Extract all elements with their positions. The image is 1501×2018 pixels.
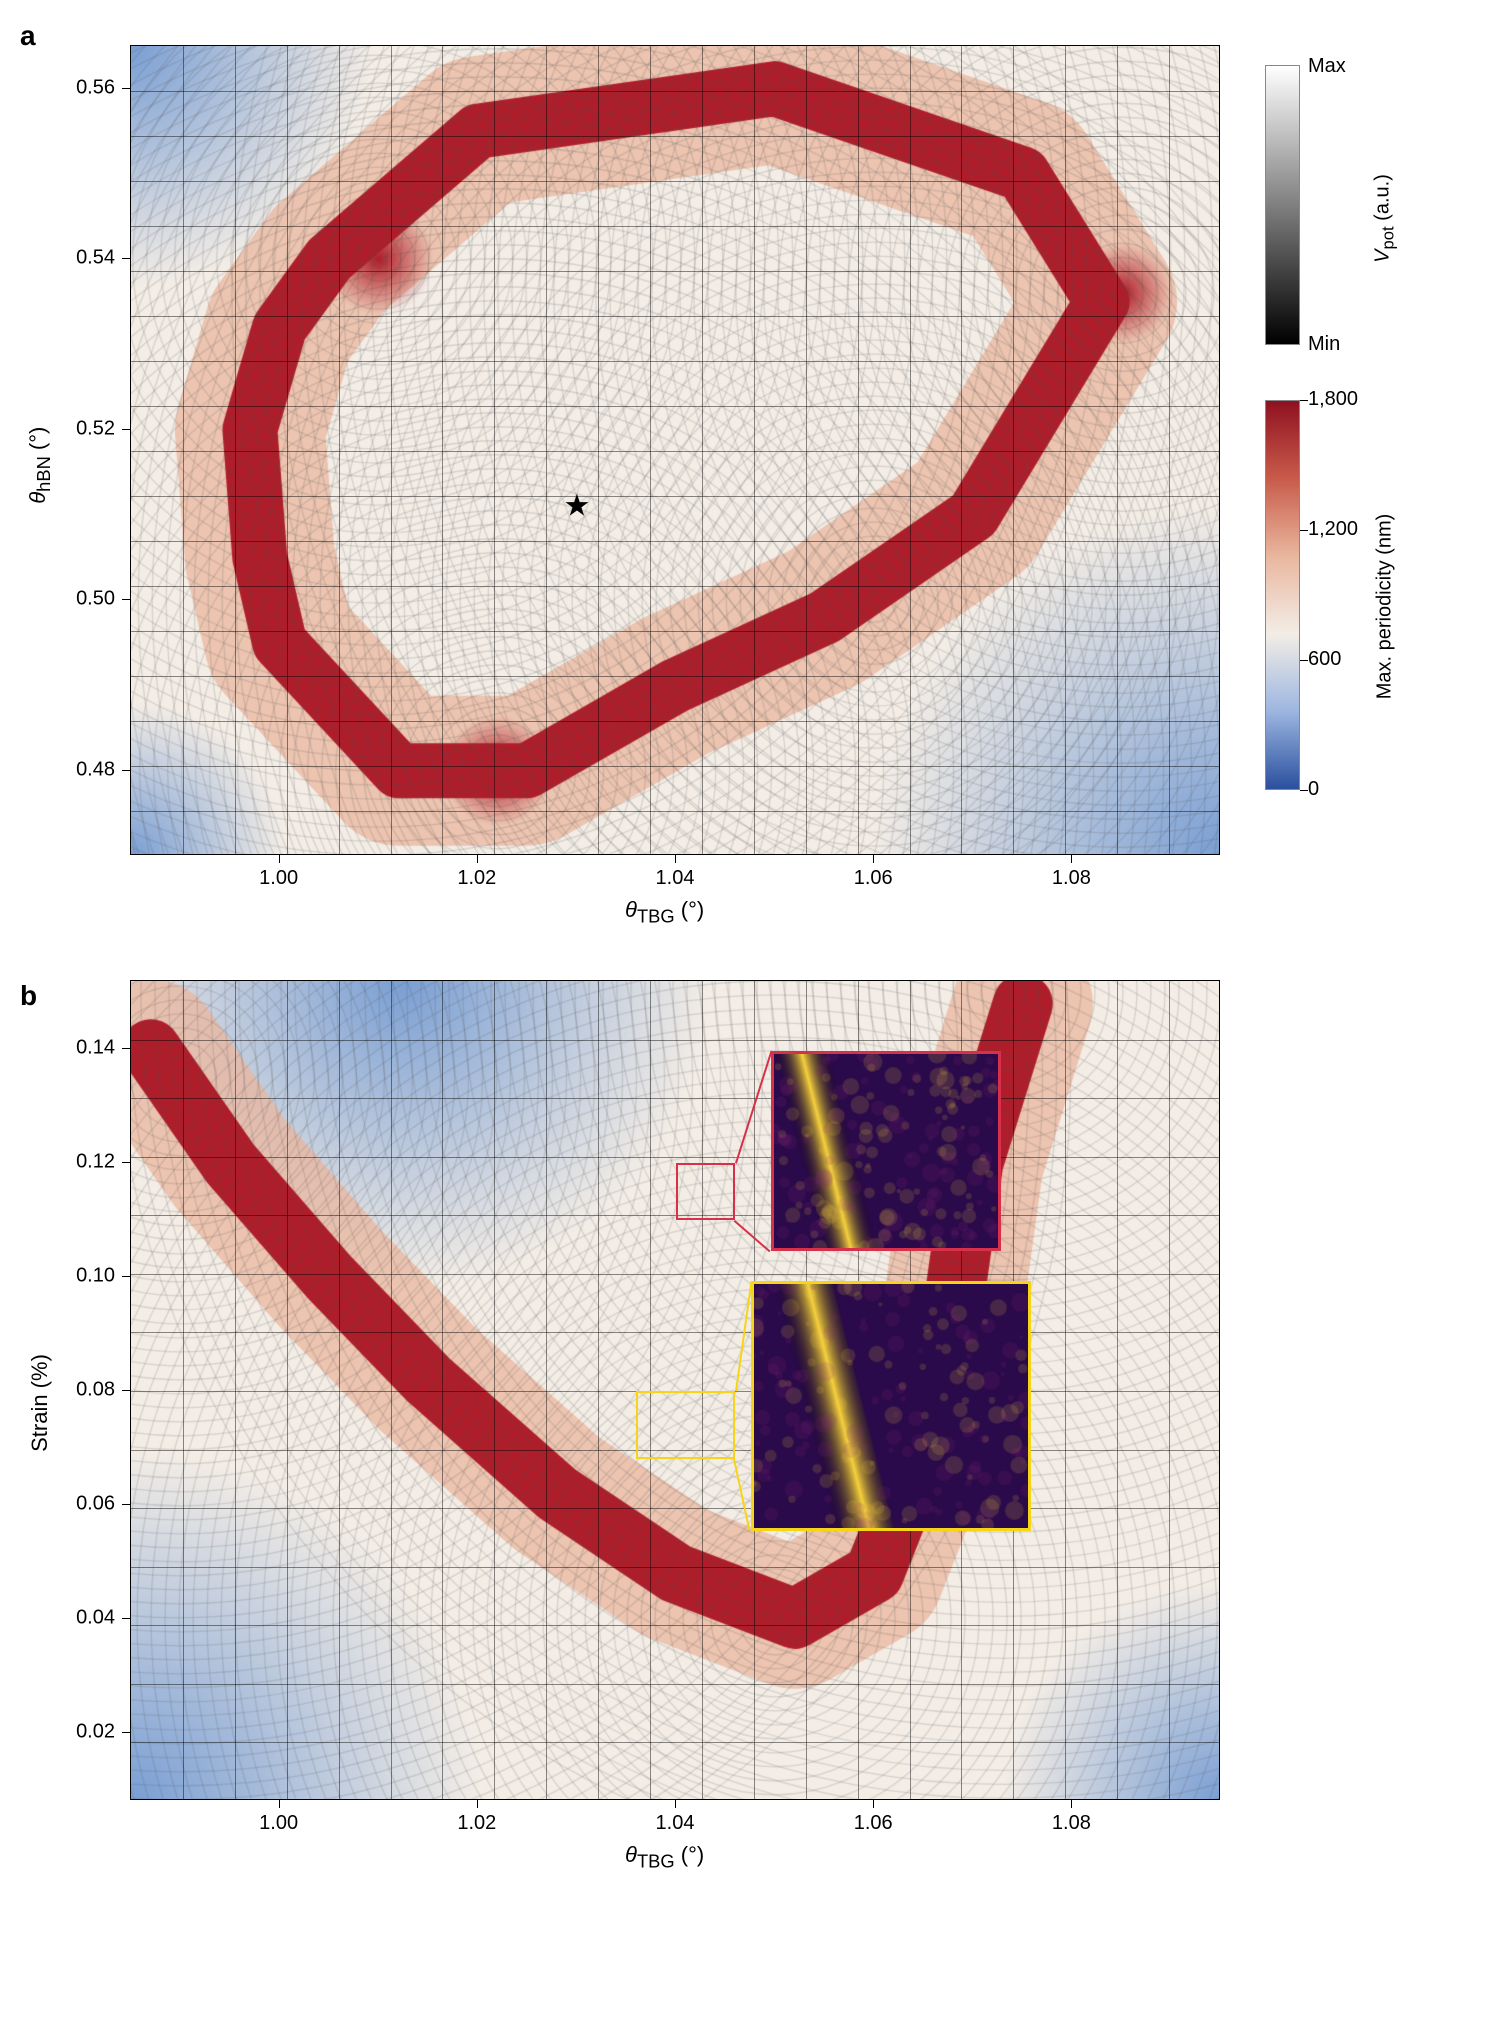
y-tick-mark — [122, 1276, 130, 1277]
x-tick-label: 1.00 — [259, 867, 298, 890]
x-tick-mark — [477, 1800, 478, 1808]
x-tick-label: 1.02 — [457, 867, 496, 890]
y-tick-mark — [122, 88, 130, 89]
periodicity-tick-mark — [1300, 790, 1308, 791]
periodicity-colorbar — [1265, 400, 1300, 790]
grid-overlay — [131, 46, 1219, 854]
y-tick-label: 0.52 — [60, 417, 115, 440]
vpot-colorbar-label: Vpot (a.u.) — [1372, 174, 1399, 263]
inset_red-inset — [771, 1051, 1001, 1251]
x-tick-label: 1.06 — [854, 867, 893, 890]
periodicity-tick: 1,800 — [1308, 388, 1358, 411]
periodicity-tick-mark — [1300, 530, 1308, 531]
y-tick-label: 0.54 — [60, 247, 115, 270]
periodicity-tick-mark — [1300, 400, 1308, 401]
x-tick-mark — [279, 855, 280, 863]
periodicity-tick: 1,200 — [1308, 518, 1358, 541]
grid-overlay — [131, 981, 1219, 1799]
vpot-max-label: Max — [1308, 55, 1346, 78]
x-tick-mark — [873, 1800, 874, 1808]
y-tick-mark — [122, 1162, 130, 1163]
x-tick-mark — [1071, 855, 1072, 863]
y-tick-label: 0.48 — [60, 758, 115, 781]
y-tick-mark — [122, 1732, 130, 1733]
panel-label-a: a — [20, 20, 36, 52]
y-tick-label: 0.06 — [60, 1492, 115, 1515]
x-tick-mark — [675, 855, 676, 863]
y-tick-mark — [122, 1618, 130, 1619]
periodicity-tick: 0 — [1308, 778, 1319, 801]
x-tick-mark — [675, 1800, 676, 1808]
x-tick-mark — [477, 855, 478, 863]
y-tick-label: 0.14 — [60, 1037, 115, 1060]
periodicity-tick: 600 — [1308, 648, 1341, 671]
y-tick-mark — [122, 1504, 130, 1505]
x-tick-mark — [873, 855, 874, 863]
plot-area-b — [130, 980, 1220, 1800]
y-tick-mark — [122, 599, 130, 600]
inset_yellow-inset — [751, 1281, 1031, 1531]
inset_red-source-box — [676, 1163, 735, 1220]
y-tick-label: 0.12 — [60, 1151, 115, 1174]
y-tick-mark — [122, 258, 130, 259]
x-axis-label-b: θTBG (°) — [625, 1842, 704, 1872]
panel-label-b: b — [20, 980, 37, 1012]
x-tick-label: 1.08 — [1052, 867, 1091, 890]
x-tick-label: 1.06 — [854, 1812, 893, 1835]
y-tick-mark — [122, 429, 130, 430]
x-axis-label-a: θTBG (°) — [625, 897, 704, 927]
y-tick-label: 0.56 — [60, 76, 115, 99]
y-tick-mark — [122, 1390, 130, 1391]
x-tick-label: 1.04 — [656, 867, 695, 890]
vpot-colorbar — [1265, 65, 1300, 345]
star-marker: ★ — [563, 489, 590, 524]
x-tick-label: 1.02 — [457, 1812, 496, 1835]
y-tick-label: 0.04 — [60, 1606, 115, 1629]
periodicity-colorbar-label: Max. periodicity (nm) — [1374, 514, 1397, 700]
y-tick-label: 0.10 — [60, 1265, 115, 1288]
y-axis-label-b: Strain (%) — [27, 1354, 53, 1452]
vpot-min-label: Min — [1308, 333, 1340, 356]
x-tick-label: 1.04 — [656, 1812, 695, 1835]
plot-area-a: ★ — [130, 45, 1220, 855]
y-tick-label: 0.02 — [60, 1720, 115, 1743]
y-tick-label: 0.50 — [60, 588, 115, 611]
y-axis-label-a: θhBN (°) — [25, 427, 55, 504]
x-tick-label: 1.00 — [259, 1812, 298, 1835]
y-tick-label: 0.08 — [60, 1379, 115, 1402]
periodicity-tick-mark — [1300, 660, 1308, 661]
y-tick-mark — [122, 1048, 130, 1049]
inset_yellow-source-box — [636, 1391, 735, 1459]
y-tick-mark — [122, 770, 130, 771]
x-tick-mark — [279, 1800, 280, 1808]
x-tick-label: 1.08 — [1052, 1812, 1091, 1835]
x-tick-mark — [1071, 1800, 1072, 1808]
